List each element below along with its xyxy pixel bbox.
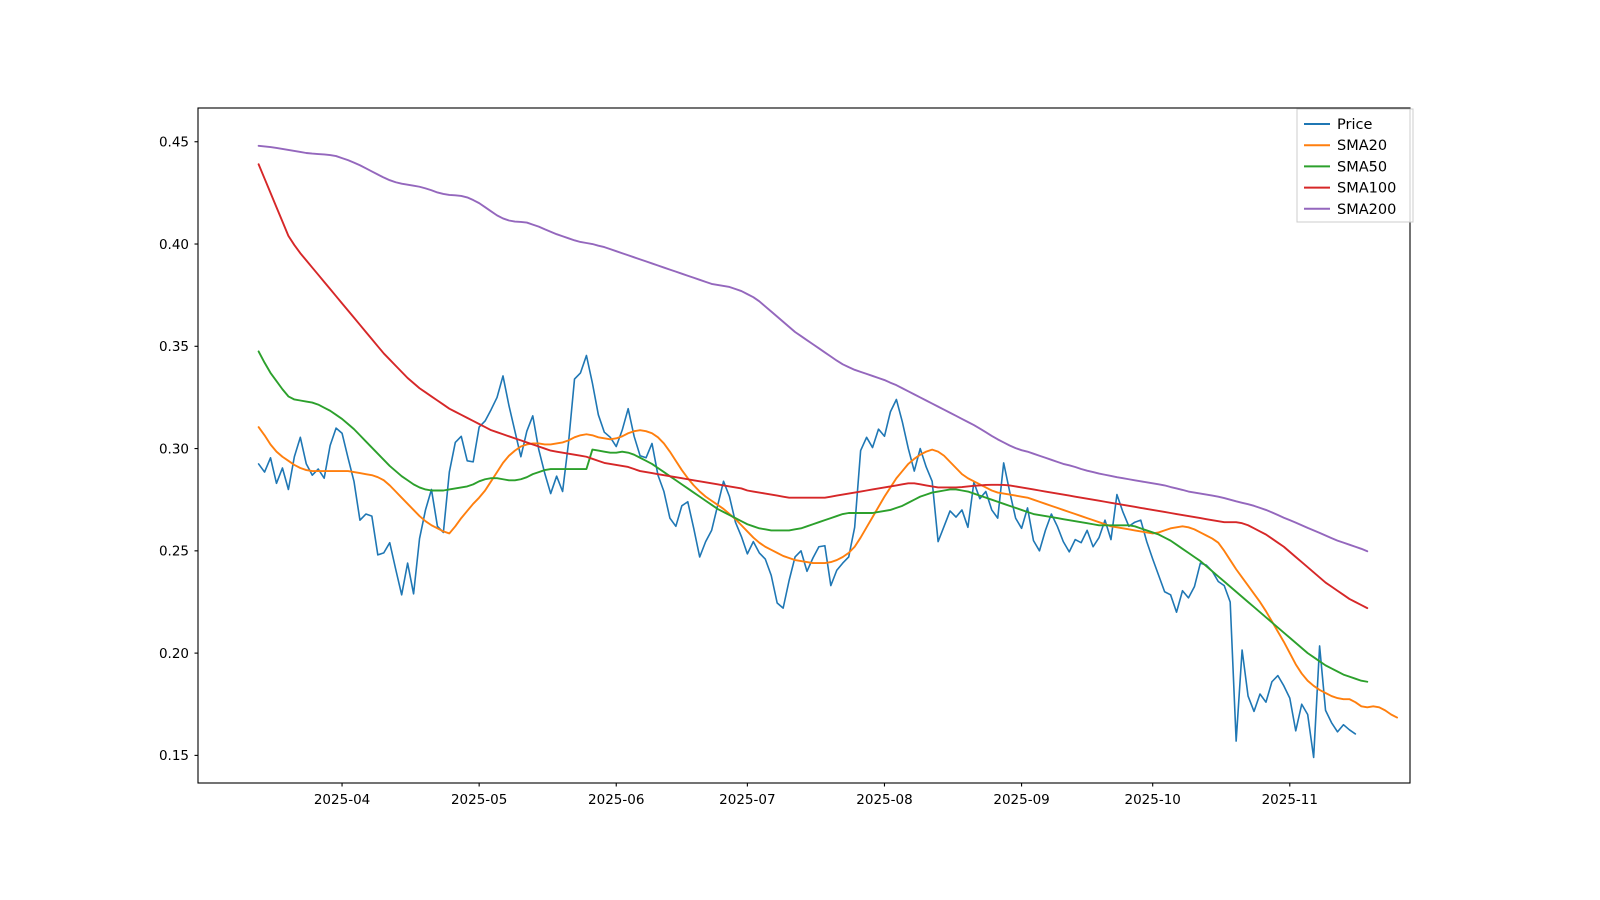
legend-label-sma200[interactable]: SMA200 <box>1337 202 1396 218</box>
y-tick-label: 0.30 <box>159 441 189 457</box>
legend-label-sma50[interactable]: SMA50 <box>1337 159 1387 175</box>
plot-background <box>198 108 1410 783</box>
x-tick-label: 2025-06 <box>588 792 644 808</box>
legend-label-price[interactable]: Price <box>1337 117 1372 133</box>
x-tick-label: 2025-05 <box>451 792 507 808</box>
series-line-sma50 <box>257 350 1369 683</box>
y-tick-label: 0.45 <box>159 135 189 151</box>
x-tick-label: 2025-09 <box>993 792 1049 808</box>
series-line-sma200 <box>257 144 1369 553</box>
legend-label-sma20[interactable]: SMA20 <box>1337 138 1387 154</box>
legend-label-sma100[interactable]: SMA100 <box>1337 181 1396 197</box>
x-tick-label: 2025-04 <box>314 792 370 808</box>
series-line-sma20 <box>257 426 1399 719</box>
x-tick-label: 2025-08 <box>856 792 912 808</box>
y-tick-label: 0.20 <box>159 646 189 662</box>
chart-legend[interactable]: Price SMA20 SMA50 SMA100 SMA200 <box>1296 108 1414 223</box>
y-tick-label: 0.15 <box>159 748 189 764</box>
x-tick-label: 2025-07 <box>719 792 775 808</box>
x-tick-label: 2025-11 <box>1262 792 1318 808</box>
y-tick-label: 0.35 <box>159 339 189 355</box>
x-tick-label: 2025-10 <box>1124 792 1180 808</box>
series-line-sma100 <box>257 163 1369 610</box>
x-axis-ticks: 2025-04 2025-05 2025-06 2025-07 2025-08 2025-… <box>314 783 1318 808</box>
y-axis-ticks: 0.15 0.20 0.25 0.30 0.35 0.40 0.45 <box>159 135 198 764</box>
data-series-group <box>257 144 1399 759</box>
y-tick-label: 0.25 <box>159 544 189 560</box>
y-tick-label: 0.40 <box>159 237 189 253</box>
axes-frame <box>197 107 1411 784</box>
